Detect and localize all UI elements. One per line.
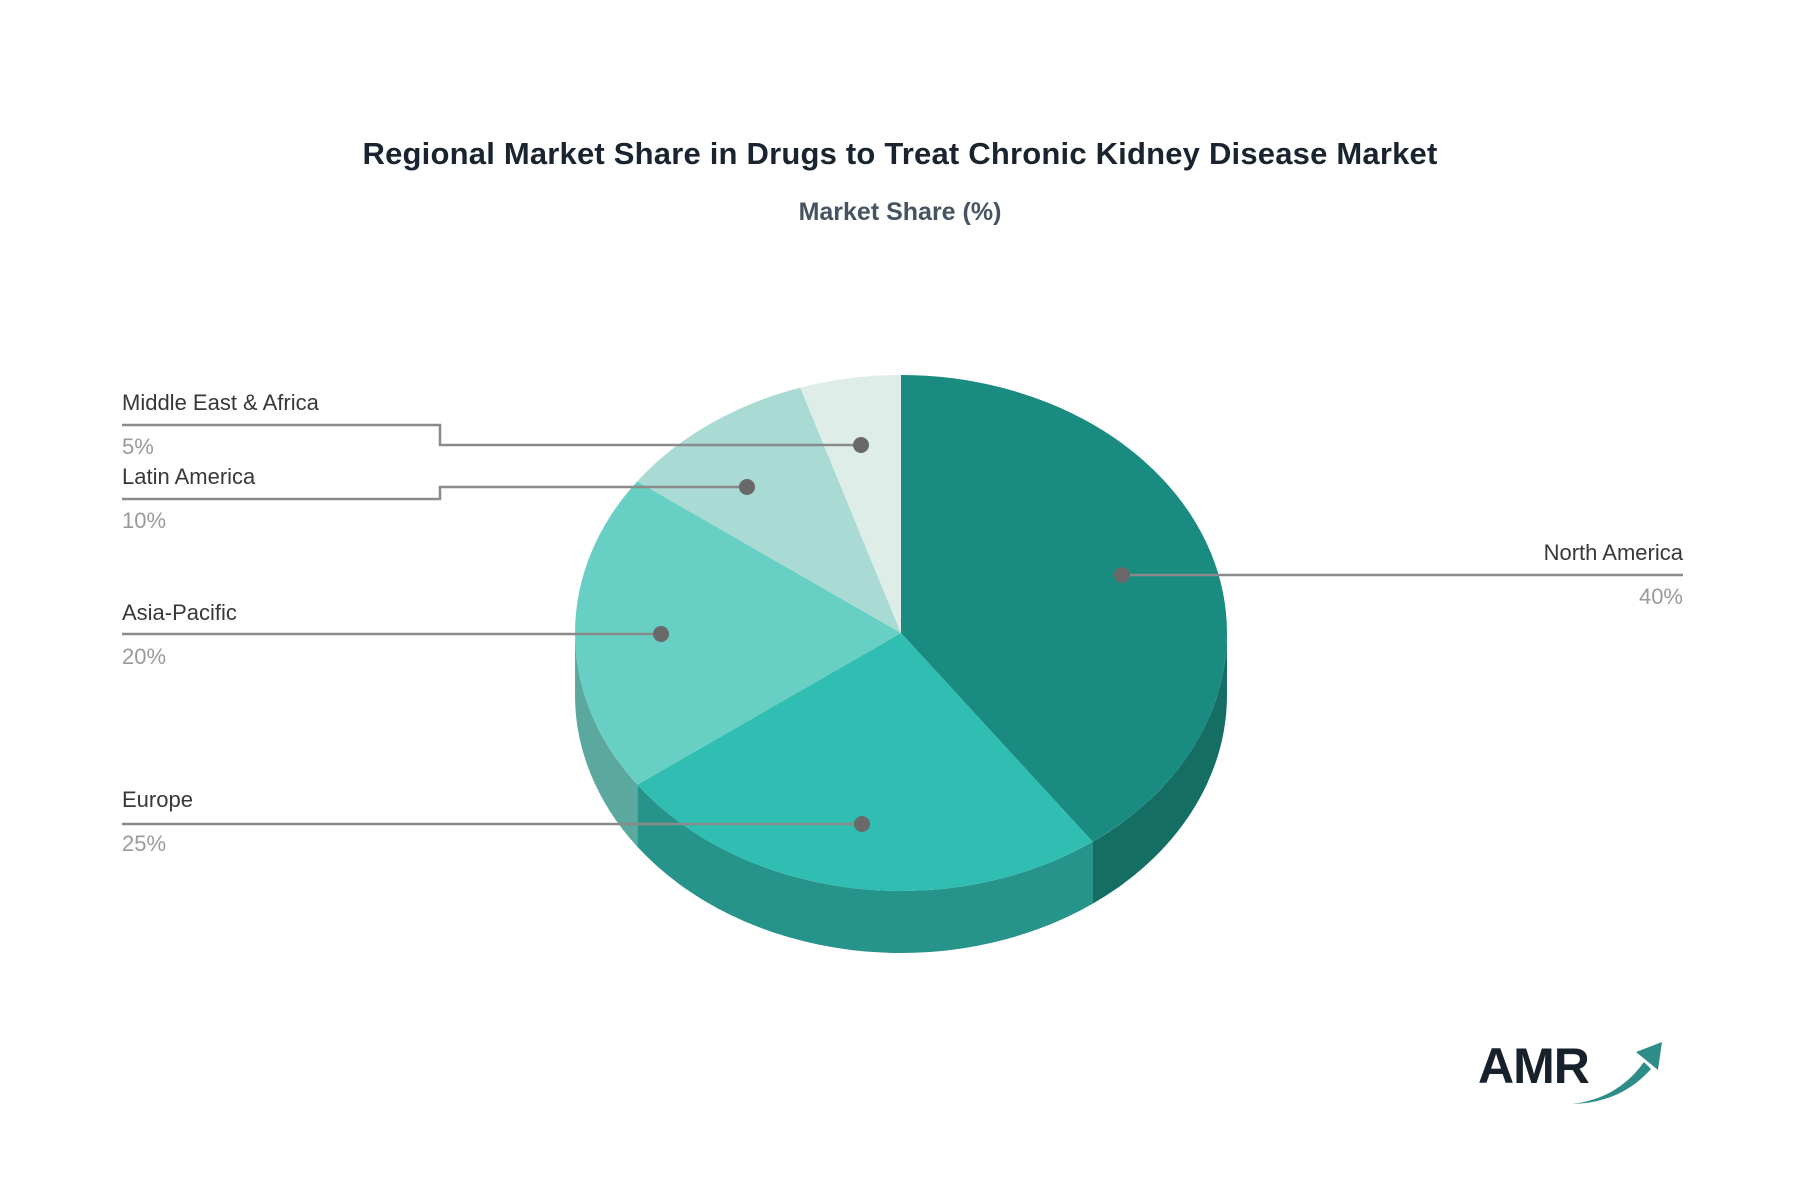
slice-label: Latin America [122, 464, 256, 489]
slice-value: 40% [1638, 584, 1683, 609]
callout-middle-east-africa: Middle East & Africa 5% [122, 389, 682, 461]
chart-title: Regional Market Share in Drugs to Treat … [362, 136, 1438, 171]
callout-latin-america: Latin America 10% [122, 463, 682, 535]
slice-value: 10% [122, 508, 167, 533]
amr-logo-text: AMR [1478, 1038, 1590, 1094]
chart-subtitle: Market Share (%) [798, 198, 1002, 226]
logo-arrow-icon [1572, 1042, 1662, 1104]
slice-value: 20% [122, 644, 167, 669]
slice-label: North America [1543, 540, 1683, 565]
callout-north-america: North America 40% [1123, 539, 1683, 611]
slice-value: 5% [122, 434, 154, 459]
slice-label: Europe [122, 787, 193, 812]
slice-label: Asia-Pacific [122, 600, 237, 625]
slice-value: 25% [122, 831, 167, 856]
amr-logo: AMR [1478, 1036, 1688, 1116]
callout-asia-pacific: Asia-Pacific 20% [122, 599, 682, 671]
slice-label: Middle East & Africa [122, 390, 319, 415]
callout-europe: Europe 25% [122, 786, 682, 858]
